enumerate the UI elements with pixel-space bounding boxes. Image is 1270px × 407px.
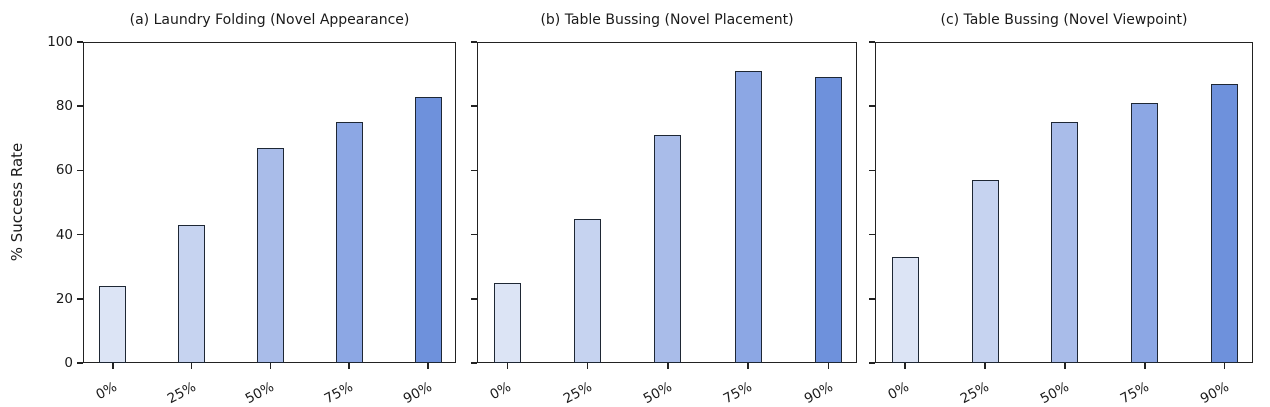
x-tick-label: 75% (321, 378, 356, 407)
x-tick-label: 25% (164, 378, 199, 407)
y-axis-label: % Success Rate (8, 142, 26, 262)
y-tick-mark (77, 298, 83, 300)
bar-25pct (971, 180, 999, 363)
bar-75pct (335, 122, 363, 363)
y-tick-mark (869, 298, 875, 300)
y-tick-mark (471, 41, 477, 43)
bar-25pct (178, 224, 206, 363)
y-tick-mark (77, 169, 83, 172)
subplot-c-title: (c) Table Bussing (Novel Viewpoint) (940, 12, 1188, 28)
y-tick-label: 60 (55, 162, 73, 179)
x-tick-mark (506, 363, 509, 369)
y-tick-mark (471, 362, 477, 364)
y-tick-mark (471, 233, 477, 236)
bar-50pct (256, 147, 284, 363)
bar-0pct (99, 285, 127, 363)
x-tick-label: 50% (243, 378, 278, 407)
x-tick-mark (269, 363, 272, 369)
y-tick-mark (869, 41, 875, 43)
y-tick-label: 40 (55, 226, 73, 243)
x-tick-label: 25% (560, 378, 595, 407)
y-tick-mark (869, 169, 875, 172)
x-tick-mark (984, 363, 986, 369)
y-tick-mark (869, 233, 875, 236)
x-tick-label: 75% (720, 378, 755, 407)
x-tick-mark (586, 363, 589, 369)
y-tick-label: 100 (47, 34, 73, 50)
x-tick-label: 50% (1037, 378, 1072, 407)
y-tick-label: 0 (64, 355, 73, 371)
x-tick-mark (1223, 363, 1226, 369)
x-tick-mark (348, 363, 351, 369)
x-tick-mark (747, 363, 750, 369)
bar-0pct (493, 282, 521, 363)
bar-50pct (1051, 122, 1079, 363)
y-tick-label: 80 (55, 98, 73, 115)
x-tick-mark (904, 363, 907, 369)
bar-0pct (891, 257, 919, 363)
y-tick-mark (77, 105, 83, 107)
x-tick-mark (1143, 363, 1146, 369)
x-tick-label: 90% (1197, 378, 1232, 407)
x-tick-mark (667, 363, 669, 369)
x-tick-mark (427, 363, 429, 369)
bar-90pct (815, 77, 842, 363)
y-tick-mark (471, 298, 477, 300)
x-tick-label: 90% (801, 378, 836, 407)
bar-90pct (414, 96, 442, 363)
x-tick-label: 75% (1117, 378, 1152, 407)
y-tick-mark (471, 105, 477, 107)
bar-75pct (1131, 102, 1159, 363)
x-tick-label: 25% (957, 378, 992, 407)
y-tick-mark (77, 41, 83, 43)
bar-25pct (574, 218, 602, 363)
x-tick-label: 90% (400, 378, 435, 407)
x-tick-label: 0% (93, 378, 120, 404)
bar-90pct (1211, 83, 1239, 363)
subplot-a-title: (a) Laundry Folding (Novel Appearance) (129, 12, 410, 28)
y-tick-mark (869, 105, 875, 107)
y-tick-label: 20 (55, 290, 73, 307)
y-tick-mark (471, 169, 477, 172)
y-tick-mark (869, 362, 875, 364)
x-tick-label: 0% (487, 378, 515, 404)
bar-50pct (654, 135, 682, 363)
y-tick-mark (77, 233, 83, 236)
x-tick-label: 50% (640, 378, 675, 407)
x-tick-mark (827, 363, 830, 369)
x-tick-mark (1064, 363, 1066, 369)
y-tick-mark (77, 362, 83, 364)
x-tick-mark (112, 363, 114, 369)
subplot-b-title: (b) Table Bussing (Novel Placement) (540, 12, 794, 28)
bar-75pct (734, 70, 762, 363)
x-tick-label: 0% (885, 378, 912, 404)
x-tick-mark (190, 363, 193, 369)
